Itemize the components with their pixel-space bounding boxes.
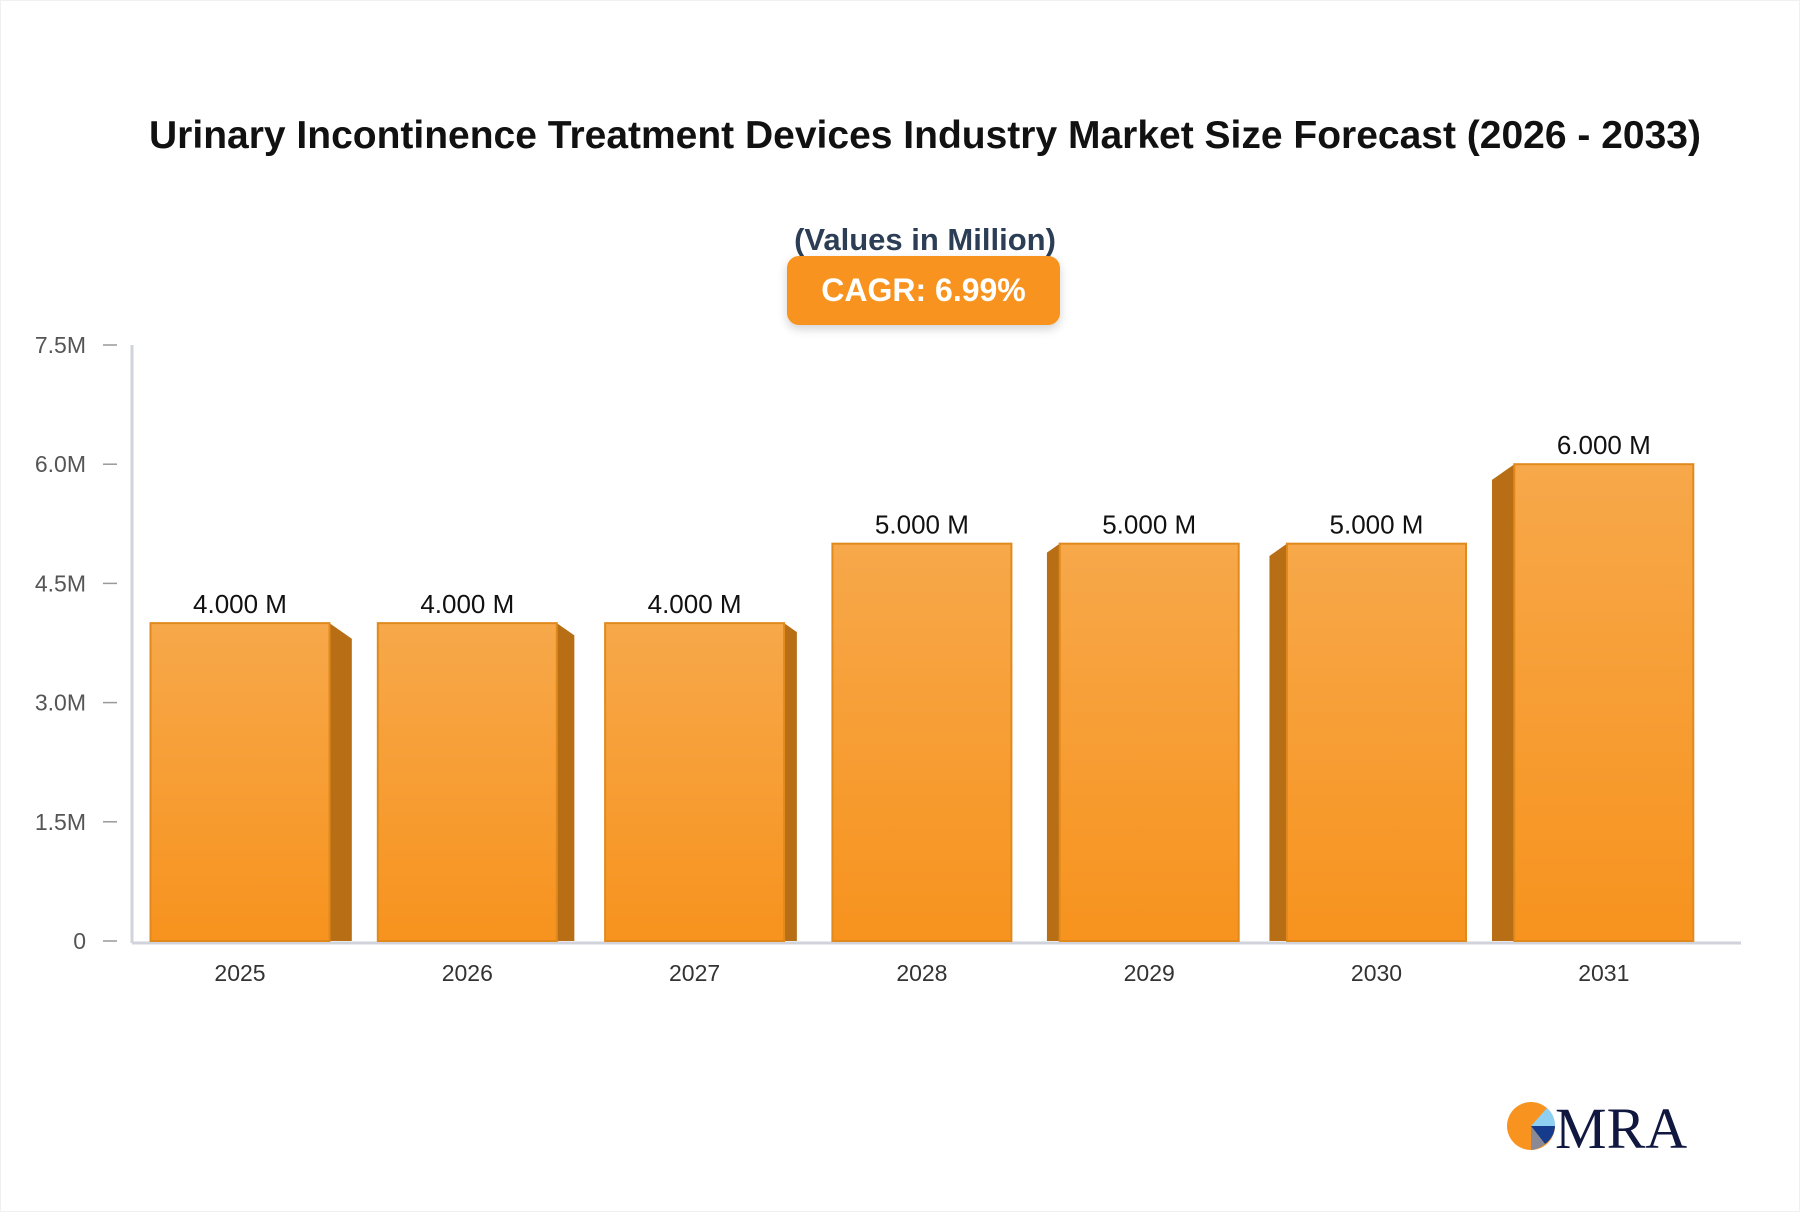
x-tick-label: 2030 xyxy=(1351,960,1402,986)
data-label-2025: 4.000 M xyxy=(193,589,287,619)
bar-side-2025 xyxy=(329,623,352,941)
y-tick-label: 6.0M xyxy=(35,451,86,477)
data-label-2029: 5.000 M xyxy=(1102,510,1196,540)
x-tick-label: 2031 xyxy=(1578,960,1629,986)
data-label-2028: 5.000 M xyxy=(875,510,969,540)
bar-side-2029 xyxy=(1046,543,1060,941)
cagr-badge: CAGR: 6.99% xyxy=(787,256,1060,325)
bar-side-2026 xyxy=(556,623,575,941)
x-tick-label: 2025 xyxy=(214,960,265,986)
data-label-2030: 5.000 M xyxy=(1330,510,1424,540)
x-tick-label: 2026 xyxy=(442,960,493,986)
y-tick-label: 3.0M xyxy=(35,690,86,716)
chart-title: Urinary Incontinence Treatment Devices I… xyxy=(149,114,1701,157)
data-label-2026: 4.000 M xyxy=(420,589,514,619)
bar-2028 xyxy=(831,542,1013,943)
y-tick-label: 1.5M xyxy=(35,809,86,835)
bar-2027 xyxy=(604,622,786,943)
y-tick-label: 4.5M xyxy=(35,570,86,596)
svg-text:MRA: MRA xyxy=(1555,1098,1687,1154)
bar-2029 xyxy=(1058,542,1240,943)
chart-subtitle: (Values in Million) xyxy=(794,222,1056,257)
y-tick-label: 0 xyxy=(73,928,86,954)
x-tick-label: 2027 xyxy=(669,960,720,986)
x-tick-label: 2029 xyxy=(1124,960,1175,986)
bar-side-2027 xyxy=(784,623,797,941)
bar-side-2031 xyxy=(1491,464,1515,941)
bar-2030 xyxy=(1286,542,1467,943)
data-label-2027: 4.000 M xyxy=(648,589,742,619)
data-label-2031: 6.000 M xyxy=(1557,430,1651,460)
y-tick-label: 7.5M xyxy=(35,332,86,358)
x-tick-label: 2028 xyxy=(896,960,947,986)
bar-side-2030 xyxy=(1269,543,1287,941)
bar-2026 xyxy=(376,622,558,943)
bar-2031 xyxy=(1513,463,1695,942)
mra-logo: MRA xyxy=(1507,1098,1687,1154)
bar-2025 xyxy=(149,622,331,943)
